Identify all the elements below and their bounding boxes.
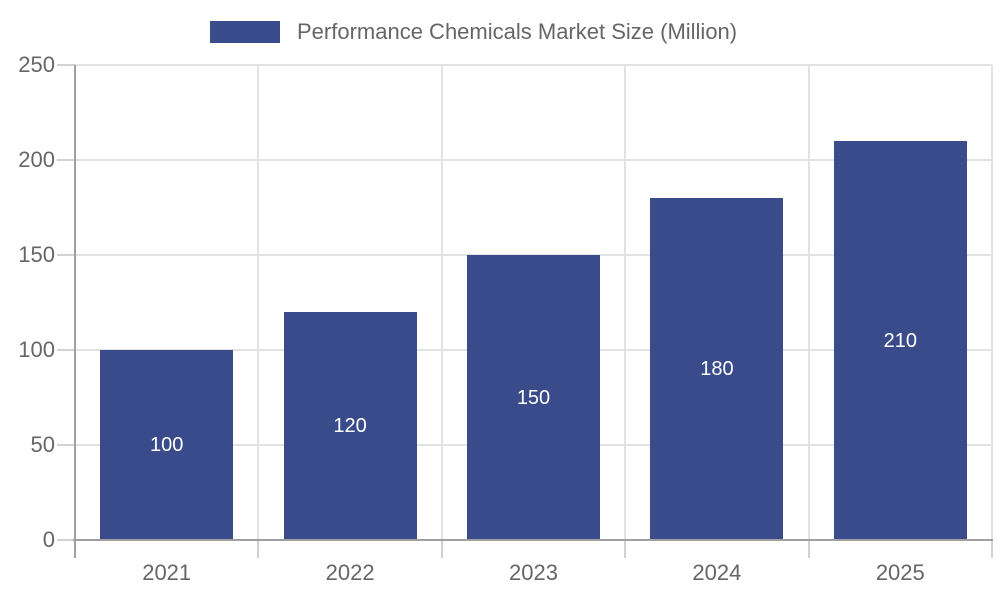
legend-label: Performance Chemicals Market Size (Milli… bbox=[297, 19, 738, 44]
x-tick-label: 2023 bbox=[509, 560, 558, 585]
x-tick-mark bbox=[991, 540, 993, 558]
x-tick-label: 2025 bbox=[875, 560, 925, 585]
y-tick-mark bbox=[57, 444, 75, 446]
v-gridline bbox=[440, 65, 443, 540]
y-tick-mark bbox=[57, 159, 75, 161]
bar-value-label: 120 bbox=[333, 415, 367, 437]
bar-value-label: 100 bbox=[150, 434, 184, 456]
y-tick-label: 50 bbox=[30, 432, 55, 457]
y-tick-mark bbox=[57, 539, 75, 541]
y-tick-label: 100 bbox=[18, 337, 55, 362]
x-tick-mark bbox=[807, 540, 810, 558]
bar-value-label: 150 bbox=[516, 386, 551, 409]
bar-2023 bbox=[467, 255, 600, 540]
bar-value-label: 210 bbox=[883, 329, 917, 352]
bar-2022 bbox=[283, 312, 417, 540]
y-tick-mark bbox=[57, 349, 75, 351]
legend-swatch bbox=[210, 21, 280, 43]
chart-legend: Performance Chemicals Market Size (Milli… bbox=[210, 19, 737, 45]
h-gridline bbox=[75, 64, 992, 66]
y-tick-mark bbox=[57, 64, 75, 66]
bar-value-label: 180 bbox=[700, 358, 734, 380]
x-tick-mark bbox=[257, 540, 260, 558]
bar-2024 bbox=[650, 198, 784, 540]
h-gridline bbox=[75, 159, 992, 161]
v-gridline bbox=[991, 65, 993, 540]
y-tick-mark bbox=[57, 254, 75, 256]
v-gridline bbox=[807, 65, 810, 540]
y-tick-label: 0 bbox=[42, 527, 55, 552]
v-gridline bbox=[624, 65, 627, 540]
x-tick-label: 2021 bbox=[142, 560, 192, 585]
y-axis-line bbox=[74, 65, 76, 558]
y-tick-label: 200 bbox=[18, 147, 55, 172]
v-gridline bbox=[257, 65, 260, 540]
bar-2021 bbox=[100, 350, 234, 540]
x-tick-label: 2024 bbox=[692, 560, 742, 585]
bar-2025 bbox=[833, 141, 967, 540]
y-tick-label: 150 bbox=[18, 242, 55, 267]
x-tick-mark bbox=[440, 540, 443, 558]
x-tick-label: 2022 bbox=[325, 560, 375, 585]
y-tick-label: 250 bbox=[18, 52, 55, 77]
x-axis-line bbox=[73, 539, 993, 541]
x-tick-mark bbox=[624, 540, 627, 558]
